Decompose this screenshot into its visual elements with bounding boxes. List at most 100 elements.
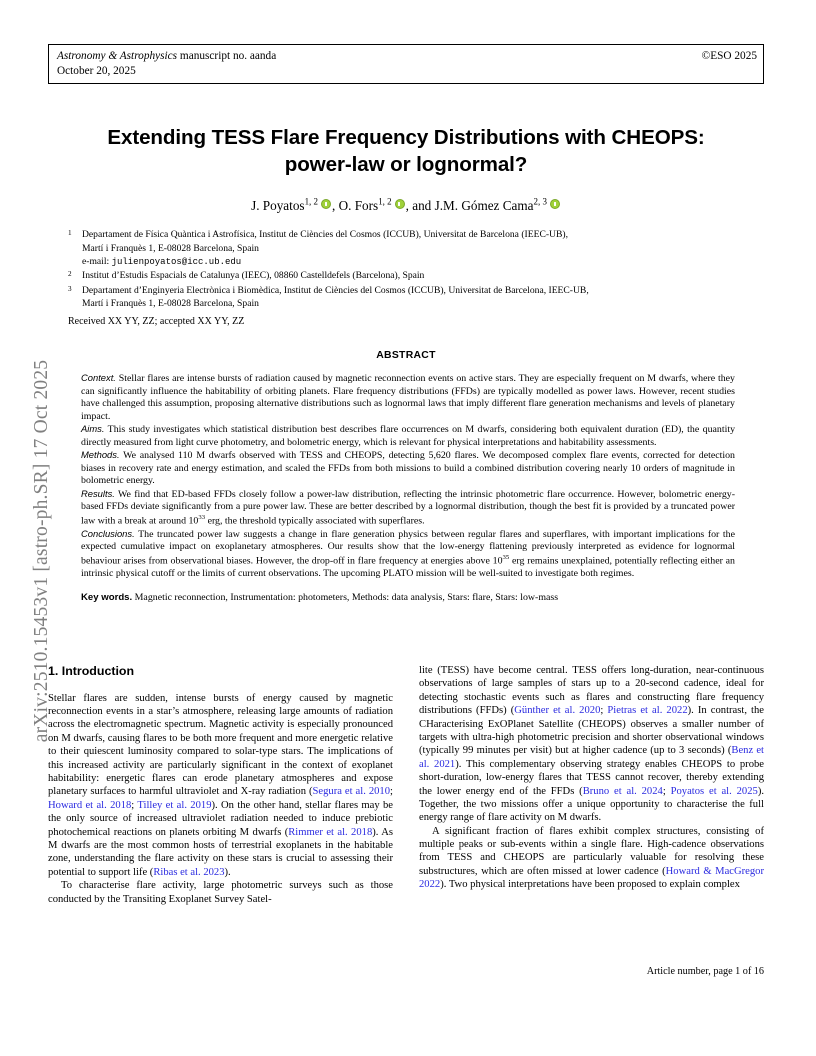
right-p1-text-b: ; — [600, 705, 608, 717]
header-manuscript-line: Astronomy & Astrophysics manuscript no. … — [57, 49, 276, 64]
citation-ribas-2023[interactable]: Ribas et al. 2023 — [153, 866, 225, 878]
title-block: Extending TESS Flare Frequency Distribut… — [48, 124, 764, 215]
affiliation-list: 1 Departament de Física Quàntica i Astro… — [68, 228, 758, 311]
intro-paragraph-3: A significant fraction of flares exhibit… — [419, 825, 764, 892]
intro-p1-text-a: Stellar flares are sudden, intense burst… — [48, 692, 393, 798]
affiliation-number: 2 — [68, 270, 72, 279]
abstract-aims-label: Aims. — [81, 423, 105, 435]
author-list: J. Poyatos1, 2, O. Fors1, 2, and J.M. Gó… — [48, 195, 764, 215]
abstract-methods-label: Methods. — [81, 449, 120, 461]
citation-tilley-2019[interactable]: Tilley et al. 2019 — [137, 799, 212, 811]
citation-howard-macgregor-2022[interactable]: Howard & MacGregor 2022 — [419, 865, 764, 891]
right-p1-text-d: ). This complementary observing strategy… — [419, 758, 764, 797]
intro-p1-text-b: ; — [390, 786, 393, 798]
abstract-conclusions-text-b: erg remains unexplained, potentially ref… — [81, 555, 735, 579]
right-p1-text-e: ; — [662, 785, 671, 797]
page-footer: Article number, page 1 of 16 — [646, 966, 764, 977]
author-entry: O. Fors1, 2 , and — [338, 196, 435, 213]
intro-p1-text-f: ). — [224, 866, 231, 878]
keywords-text: Magnetic reconnection, Instrumentation: … — [132, 592, 559, 604]
email-address[interactable]: julienpoyatos@icc.ub.edu — [111, 257, 242, 268]
affiliation-number: 3 — [68, 284, 72, 293]
section-heading-introduction: 1. Introduction — [48, 664, 135, 678]
author-name: J.M. Gómez Cama — [434, 197, 534, 213]
received-accepted-line: Received XX YY, ZZ; accepted XX YY, ZZ — [68, 316, 245, 327]
title-line-1: Extending TESS Flare Frequency Distribut… — [107, 126, 705, 149]
abstract-results-text-a: We find that ED-based FFDs closely follo… — [81, 488, 735, 527]
citation-poyatos-2025[interactable]: Poyatos et al. 2025 — [670, 785, 758, 797]
body-columns: 1. Introduction Stellar flares are sudde… — [48, 664, 764, 906]
copyright-notice: ©ESO 2025 — [701, 50, 757, 62]
header-date: October 20, 2025 — [57, 64, 136, 77]
right-p1-text-c: ). In contrast, the CHaracterising ExOPl… — [419, 705, 764, 757]
abstract-body: Context. Stellar flares are intense burs… — [81, 372, 735, 605]
keywords-label: Key words. — [81, 592, 133, 604]
intro-p1-text-e: ). As M dwarfs are the most common hosts… — [48, 826, 394, 878]
citation-howard-2018[interactable]: Howard et al. 2018 — [48, 799, 132, 811]
author-separator: , and — [405, 197, 435, 213]
affiliation-line: Departament d’Enginyeria Electrònica i B… — [82, 284, 589, 296]
intro-p1-text-d: ). On the other hand, stellar flares may… — [48, 799, 393, 838]
abstract-results-label: Results. — [81, 487, 115, 499]
citation-gunther-2020[interactable]: Günther et al. 2020 — [514, 705, 601, 717]
orcid-icon[interactable] — [394, 198, 405, 209]
affiliation-item: 2 Institut d’Estudis Espacials de Catalu… — [68, 269, 758, 283]
manuscript-number: manuscript no. aanda — [177, 50, 277, 62]
author-entry: J. Poyatos1, 2, — [251, 196, 339, 213]
citation-bruno-2024[interactable]: Bruno et al. 2024 — [582, 785, 663, 797]
abstract-results-paragraph: Results. We find that ED-based FFDs clos… — [81, 488, 735, 528]
abstract-context-paragraph: Context. Stellar flares are intense burs… — [81, 372, 735, 423]
citation-benz-2021[interactable]: Benz et al. 2021 — [419, 745, 764, 770]
intro-paragraph-2-continued: lite (TESS) have become central. TESS of… — [419, 664, 764, 825]
right-column: lite (TESS) have become central. TESS of… — [419, 664, 764, 906]
abstract-aims-text: This study investigates which statistica… — [81, 424, 735, 448]
affiliation-line: Departament de Física Quàntica i Astrofí… — [82, 229, 568, 240]
abstract-conclusions-label: Conclusions. — [81, 527, 135, 539]
abstract-results-exponent: 33 — [198, 513, 206, 521]
abstract-methods-paragraph: Methods. We analysed 110 M dwarfs observ… — [81, 449, 735, 488]
abstract-context-label: Context. — [81, 372, 116, 383]
author-name: J. Poyatos — [251, 197, 305, 213]
right-p2-text-b: ). Two physical interpretations have bee… — [440, 879, 740, 891]
author-name: O. Fors — [338, 197, 379, 213]
right-p2-text-a: A significant fraction of flares exhibit… — [419, 825, 764, 877]
intro-paragraph-1: Stellar flares are sudden, intense burst… — [48, 692, 393, 879]
intro-p1-text-c: ; — [131, 799, 138, 811]
right-p1-text-f: ). Together, the two missions offer a un… — [419, 785, 764, 824]
orcid-icon[interactable] — [321, 198, 332, 209]
intro-paragraph-2: To characterise flare activity, large ph… — [48, 880, 393, 905]
affiliation-text: Departament de Física Quàntica i Astrofí… — [82, 228, 758, 269]
abstract-heading: ABSTRACT — [376, 350, 436, 361]
affiliation-item: 3 Departament d’Enginyeria Electrònica i… — [68, 284, 758, 311]
left-column: 1. Introduction Stellar flares are sudde… — [48, 664, 393, 906]
author-affiliation-marker: 1, 2 — [304, 196, 319, 207]
author-affiliation-marker: 1, 2 — [378, 196, 392, 207]
abstract-results-text-b: erg, the threshold typically associated … — [205, 515, 425, 527]
citation-pietras-2022[interactable]: Pietras et al. 2022 — [607, 705, 688, 717]
abstract-aims-paragraph: Aims. This study investigates which stat… — [81, 423, 735, 449]
abstract-conclusions-paragraph: Conclusions. The truncated power law sug… — [81, 528, 735, 580]
affiliation-line: Institut d’Estudis Espacials de Cataluny… — [82, 270, 425, 282]
orcid-icon[interactable] — [549, 198, 560, 209]
email-label: e-mail: — [82, 256, 112, 268]
journal-name: Astronomy & Astrophysics — [57, 50, 178, 62]
affiliation-text: Institut d’Estudis Espacials de Cataluny… — [82, 269, 758, 283]
affiliation-line: Martí i Franquès 1, E-08028 Barcelona, S… — [82, 242, 259, 254]
author-affiliation-marker: 2, 3 — [533, 196, 547, 207]
author-entry: J.M. Gómez Cama2, 3 — [434, 196, 561, 213]
running-header: Astronomy & Astrophysics manuscript no. … — [48, 44, 764, 85]
keywords-line: Key words. Magnetic reconnection, Instru… — [81, 592, 735, 605]
author-separator: , — [332, 197, 339, 213]
abstract-methods-text: We analysed 110 M dwarfs observed with T… — [81, 450, 735, 487]
affiliation-text: Departament d’Enginyeria Electrònica i B… — [82, 284, 758, 311]
affiliation-line: Martí i Franquès 1, E-08028 Barcelona, S… — [82, 298, 259, 310]
affiliation-number: 1 — [68, 229, 72, 237]
citation-rimmer-2018[interactable]: Rimmer et al. 2018 — [288, 826, 373, 838]
abstract-context-text: Stellar flares are intense bursts of rad… — [81, 373, 735, 422]
abstract-conclusions-text-a: The truncated power law suggests a chang… — [81, 528, 735, 567]
citation-segura-2010[interactable]: Segura et al. 2010 — [312, 786, 391, 798]
title-line-2: power-law or lognormal? — [284, 153, 528, 177]
affiliation-email-line: e-mail: julienpoyatos@icc.ub.edu — [82, 255, 758, 269]
page-title: Extending TESS Flare Frequency Distribut… — [48, 124, 764, 178]
